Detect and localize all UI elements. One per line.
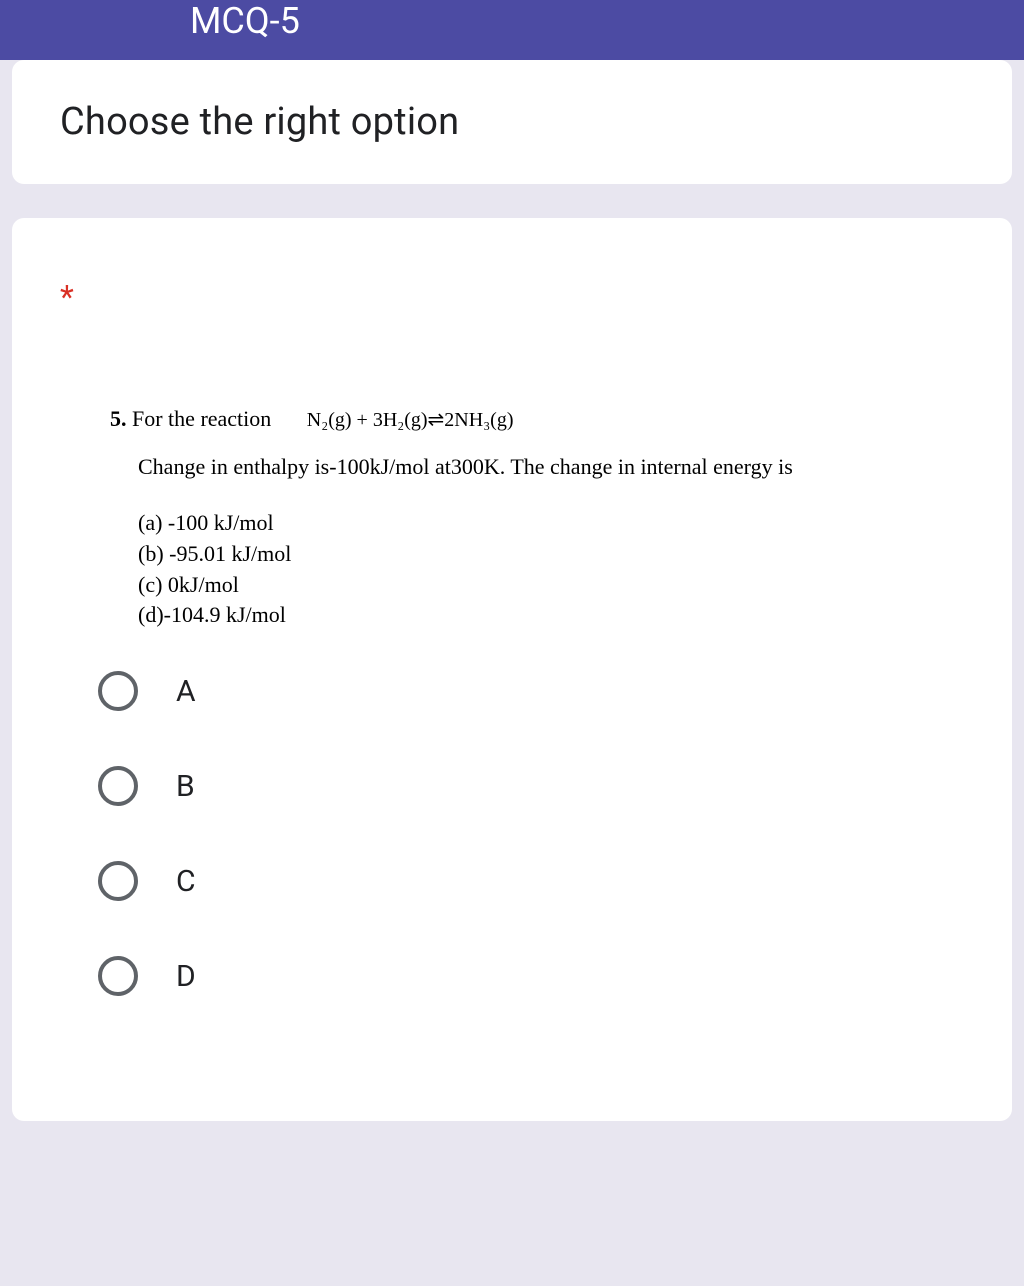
radio-option-a[interactable]: A [98, 671, 964, 711]
header-title: MCQ-5 [190, 0, 300, 42]
question-number: 5. [110, 406, 127, 431]
radio-circle-icon [98, 766, 138, 806]
answer-options-block: (a) -100 kJ/mol (b) -95.01 kJ/mol (c) 0k… [138, 508, 964, 631]
answer-choice-d: (d)-104.9 kJ/mol [138, 600, 964, 631]
radio-label-b: B [176, 769, 195, 804]
instruction-card: Choose the right option [12, 60, 1012, 184]
question-line: 5. For the reaction N₂(g) + 3H₂(g)⇌2NH₃(… [110, 406, 964, 432]
radio-option-c[interactable]: C [98, 861, 964, 901]
radio-circle-icon [98, 956, 138, 996]
question-content: 5. For the reaction N₂(g) + 3H₂(g)⇌2NH₃(… [110, 406, 964, 631]
question-description: Change in enthalpy is-100kJ/mol at300K. … [138, 454, 964, 480]
question-card: * 5. For the reaction N₂(g) + 3H₂(g)⇌2NH… [12, 218, 1012, 1121]
answer-choice-a: (a) -100 kJ/mol [138, 508, 964, 539]
radio-circle-icon [98, 671, 138, 711]
page-header: MCQ-5 [0, 0, 1024, 60]
required-indicator: * [60, 278, 964, 316]
answer-choice-b: (b) -95.01 kJ/mol [138, 539, 964, 570]
instruction-text: Choose the right option [60, 100, 964, 144]
radio-option-b[interactable]: B [98, 766, 964, 806]
reaction-equation: N₂(g) + 3H₂(g)⇌2NH₃(g) [307, 409, 514, 431]
answer-choice-c: (c) 0kJ/mol [138, 570, 964, 601]
radio-group: A B C D [98, 671, 964, 996]
radio-label-a: A [176, 674, 196, 709]
radio-option-d[interactable]: D [98, 956, 964, 996]
radio-circle-icon [98, 861, 138, 901]
question-intro: For the reaction [132, 406, 271, 431]
radio-label-d: D [176, 959, 196, 994]
radio-label-c: C [176, 864, 196, 899]
